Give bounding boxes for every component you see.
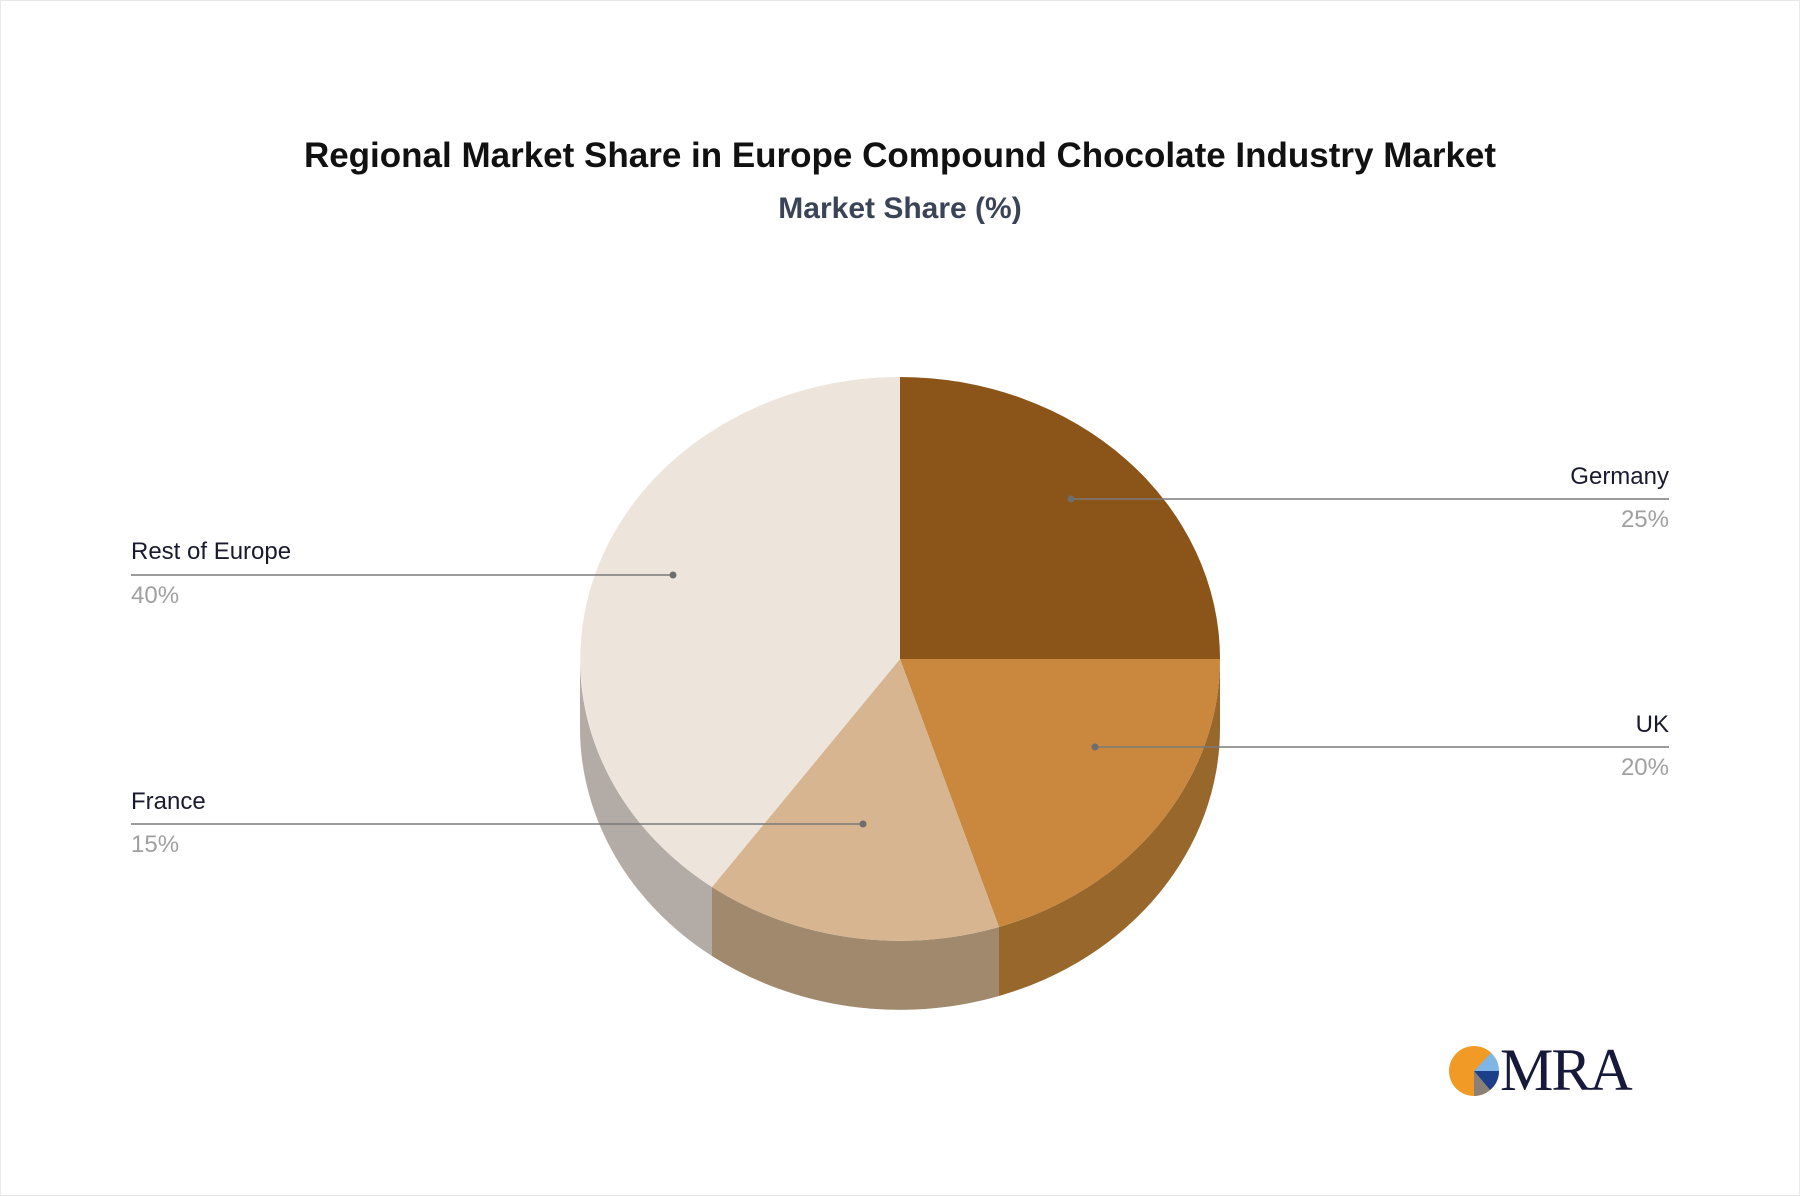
logo-text: MRA <box>1500 1037 1633 1103</box>
leader-dot-france <box>859 820 867 828</box>
leader-lines <box>131 495 1669 828</box>
slice-side-uk <box>999 659 1220 996</box>
leader-dot-uk <box>1091 743 1099 751</box>
mra-logo: MRA <box>1448 1040 1648 1100</box>
label-france: France <box>131 788 206 815</box>
slice-side-france <box>712 887 999 1010</box>
pie-top <box>580 377 1220 941</box>
slice-rest-of-europe[interactable] <box>580 377 900 887</box>
slice-side-rest-of-europe <box>580 659 712 956</box>
label-uk: UK <box>1635 711 1669 738</box>
pie-sides <box>580 659 1220 1010</box>
label-germany: Germany <box>1570 463 1669 490</box>
pie-logo-icon <box>1449 1046 1499 1096</box>
value-rest-of-europe: 40% <box>131 582 180 609</box>
value-germany: 25% <box>1620 506 1669 533</box>
slice-germany[interactable] <box>900 377 1220 659</box>
value-france: 15% <box>131 831 180 858</box>
label-rest-of-europe: Rest of Europe <box>131 538 292 565</box>
leader-dot-germany <box>1067 495 1075 503</box>
slice-uk[interactable] <box>900 659 1220 927</box>
chart-subtitle: Market Share (%) <box>778 192 1022 225</box>
leader-dot-rest-of-europe <box>669 571 677 579</box>
chart-title: Regional Market Share in Europe Compound… <box>303 136 1497 175</box>
value-uk: 20% <box>1620 754 1669 781</box>
slice-france[interactable] <box>712 659 999 941</box>
